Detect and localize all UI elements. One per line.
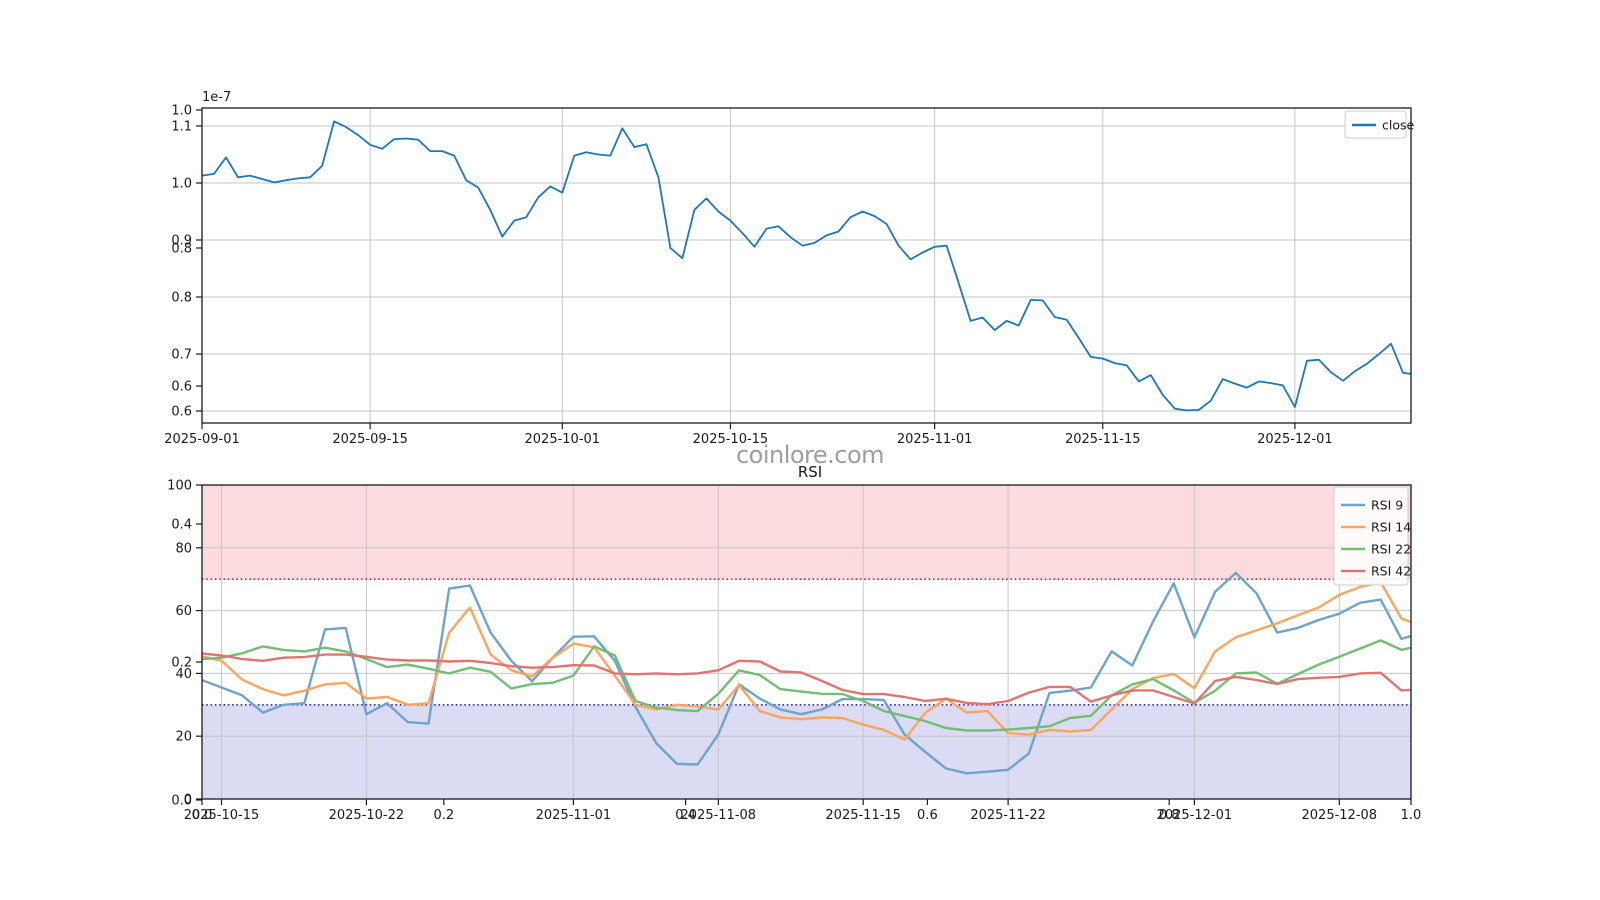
- y-tick-label: 20: [175, 730, 192, 745]
- overlay-y-tick-label: 0.4: [171, 518, 192, 533]
- axes-spines: [201, 107, 1412, 424]
- gridlines: [201, 108, 1411, 423]
- x-tick-label: 2025-12-01: [1257, 432, 1333, 447]
- tick-marks: [196, 125, 1296, 429]
- rsi-chart-title: RSI: [797, 463, 823, 481]
- overlay-x-tick-label: 0.6: [917, 808, 938, 823]
- x-tick-label: 2025-12-08: [1302, 808, 1378, 823]
- x-tick-label: 2025-11-01: [536, 808, 612, 823]
- axes-spines: [201, 484, 1412, 800]
- x-tick-label: 2025-11-08: [681, 808, 757, 823]
- legend-box: [1333, 486, 1409, 586]
- y-tick-label: 1.0: [171, 177, 192, 192]
- rsi-22-line: [202, 639, 1411, 732]
- x-tick-label: 2025-10-15: [184, 808, 260, 823]
- overbought-band: [202, 485, 1411, 580]
- axis-offset-label: 1e-7: [202, 90, 231, 105]
- overlay-y-tick-label: 0.6: [171, 380, 192, 395]
- overlay-x-tick-label: 0.0: [192, 808, 213, 823]
- legend-label: close: [1382, 118, 1415, 133]
- x-tick-label: 2025-11-22: [970, 808, 1046, 823]
- overlay-y-tick-label: 1.0: [171, 104, 192, 119]
- overlay-y-tick-label: 0.8: [171, 242, 192, 257]
- overlay-x-tick-label: 0.8: [1159, 808, 1180, 823]
- rsi-9-line: [202, 571, 1411, 775]
- y-tick-label: 0.9: [171, 234, 192, 249]
- x-tick-label: 2025-10-15: [693, 432, 769, 447]
- overlay-x-tick-label: 1.0: [1401, 808, 1422, 823]
- y-tick-label: 100: [167, 479, 192, 494]
- y-tick-label: 0.8: [171, 291, 192, 306]
- overlay-tick-marks: [196, 109, 1412, 805]
- legend-label: RSI 42: [1371, 564, 1411, 579]
- y-tick-label: 1.1: [171, 120, 192, 135]
- rsi-legend: RSI 9 RSI 14 RSI 22 RSI 42: [1333, 486, 1411, 586]
- x-tick-label: 2025-11-15: [825, 808, 901, 823]
- x-tick-label: 2025-11-01: [897, 432, 973, 447]
- rsi-42-line: [202, 652, 1411, 706]
- y-tick-label: 80: [175, 541, 192, 556]
- x-tick-label: 2025-11-15: [1065, 432, 1141, 447]
- y-tick-label: 0: [184, 793, 192, 808]
- y-tick-label: 40: [175, 667, 192, 682]
- x-tick-label: 2025-12-01: [1157, 808, 1233, 823]
- normalized-overlay-axis: 1.0 0.8 0.6 0.4 0.2 0.00.0 0.2 0.4 0.6 0.8 1.0: [171, 104, 1421, 824]
- overlay-x-tick-label: 0.2: [433, 808, 454, 823]
- x-tick-label: 2025-09-01: [164, 432, 240, 447]
- overlay-y-tick-label: 0.2: [171, 656, 192, 671]
- oversold-band: [202, 704, 1411, 799]
- y-tick-label: 0.6: [171, 405, 192, 420]
- price-legend: close: [1344, 110, 1415, 139]
- rsi-14-line: [202, 581, 1411, 741]
- overlay-x-tick-label: 0.4: [675, 808, 696, 823]
- x-tick-label: 2025-10-01: [525, 432, 601, 447]
- tick-marks: [196, 484, 1340, 805]
- x-tick-label: 2025-09-15: [332, 432, 408, 447]
- watermark: coinlore.com: [735, 441, 885, 469]
- legend-label: RSI 14: [1371, 520, 1411, 535]
- y-tick-label: 0.7: [171, 348, 192, 363]
- legend-label: RSI 9: [1371, 498, 1403, 513]
- legend-label: RSI 22: [1371, 542, 1411, 557]
- overlay-y-tick-label: 0.0: [171, 794, 192, 809]
- y-tick-label: 60: [175, 604, 192, 619]
- x-tick-label: 2025-10-22: [329, 808, 405, 823]
- close-line: [202, 120, 1411, 412]
